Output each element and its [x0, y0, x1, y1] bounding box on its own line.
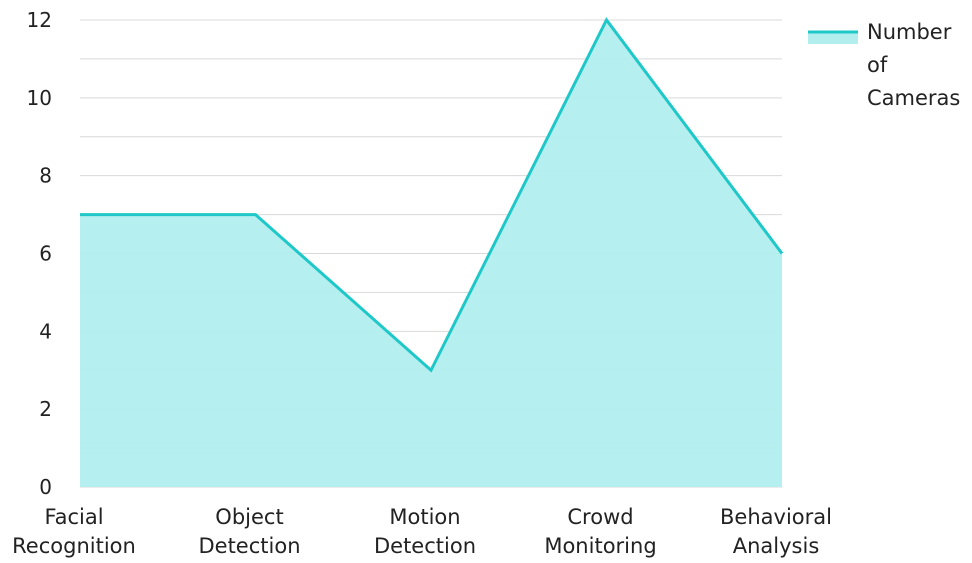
y-tick-label: 4	[39, 319, 52, 343]
y-axis: 0 2 4 6 8 10 12	[27, 8, 52, 499]
area-layer	[79, 17, 784, 487]
y-tick-label: 10	[27, 86, 52, 110]
x-tick-label: Crowd Monitoring	[544, 505, 656, 558]
legend-swatch-fill	[808, 31, 858, 44]
x-tick-label: Object Detection	[198, 505, 300, 558]
y-tick-label: 2	[39, 397, 52, 421]
y-tick-label: 12	[27, 8, 52, 32]
series-area-fill	[80, 20, 782, 487]
x-axis: Facial Recognition Object Detection Motion De…	[12, 505, 832, 558]
y-tick-label: 0	[39, 475, 52, 499]
y-tick-label: 8	[39, 164, 52, 188]
legend: Number of Cameras	[808, 20, 960, 110]
x-tick-label: Behavioral Analysis	[720, 505, 832, 558]
x-tick-label: Motion Detection	[374, 505, 476, 558]
x-tick-label: Facial Recognition	[12, 505, 136, 558]
legend-label: Number of Cameras	[867, 20, 960, 110]
y-tick-label: 6	[39, 242, 52, 266]
